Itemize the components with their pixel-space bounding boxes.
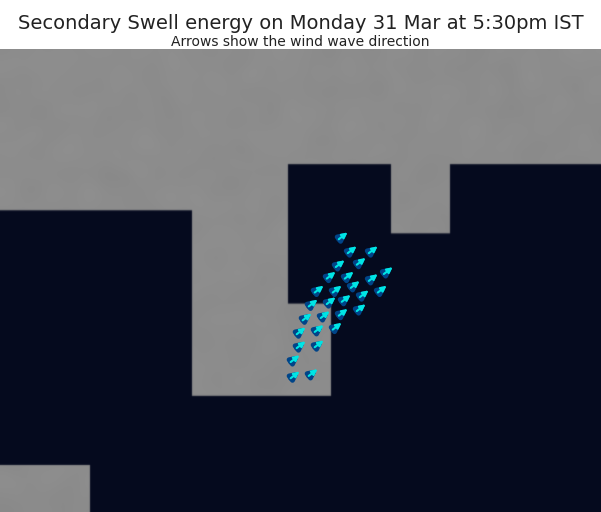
Text: Arrows show the wind wave direction: Arrows show the wind wave direction	[171, 35, 430, 49]
Text: Secondary Swell energy on Monday 31 Mar at 5:30pm IST: Secondary Swell energy on Monday 31 Mar …	[17, 14, 584, 33]
